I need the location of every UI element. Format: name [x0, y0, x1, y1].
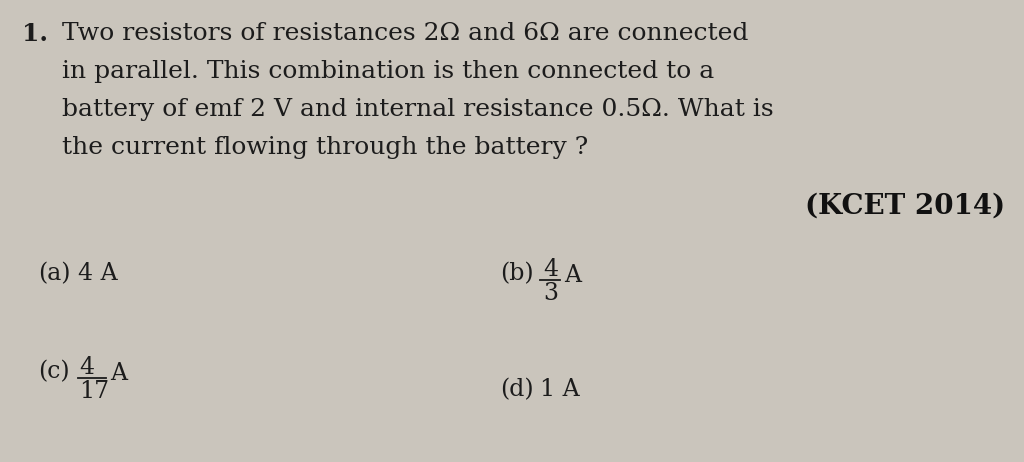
Text: 1.: 1.: [22, 22, 48, 46]
Text: 17: 17: [79, 380, 110, 403]
Text: A: A: [564, 264, 581, 287]
Text: Two resistors of resistances 2Ω and 6Ω are connected: Two resistors of resistances 2Ω and 6Ω a…: [62, 22, 749, 45]
Text: (c): (c): [38, 360, 70, 383]
Text: 4 A: 4 A: [78, 262, 118, 285]
Text: (KCET 2014): (KCET 2014): [805, 193, 1005, 220]
Text: in parallel. This combination is then connected to a: in parallel. This combination is then co…: [62, 60, 715, 83]
Text: 1 A: 1 A: [540, 378, 580, 401]
Text: (a): (a): [38, 262, 71, 285]
Text: 3: 3: [543, 282, 558, 305]
Text: A: A: [110, 362, 127, 385]
Text: 4: 4: [543, 258, 558, 281]
Text: battery of emf 2 V and internal resistance 0.5Ω. What is: battery of emf 2 V and internal resistan…: [62, 98, 773, 121]
Text: (b): (b): [500, 262, 534, 285]
Text: the current flowing through the battery ?: the current flowing through the battery …: [62, 136, 588, 159]
Text: 4: 4: [79, 356, 94, 379]
Text: (d): (d): [500, 378, 534, 401]
